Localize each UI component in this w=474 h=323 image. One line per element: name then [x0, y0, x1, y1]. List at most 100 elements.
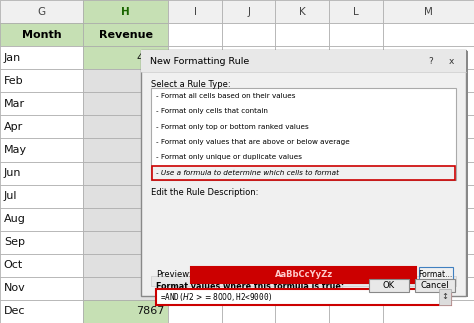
Bar — [141, 50, 466, 72]
Text: G: G — [37, 6, 46, 16]
Text: Oct: Oct — [4, 260, 23, 270]
Bar — [383, 184, 474, 208]
Text: Edit the Rule Description:: Edit the Rule Description: — [151, 188, 258, 197]
Bar — [383, 139, 474, 162]
Text: H: H — [121, 6, 130, 16]
Text: - Format all cells based on their values: - Format all cells based on their values — [156, 93, 296, 99]
Bar — [329, 231, 383, 254]
Bar — [0, 46, 83, 69]
Text: - Format only cells that contain: - Format only cells that contain — [156, 108, 268, 114]
Bar — [383, 162, 474, 184]
Bar — [0, 139, 83, 162]
Bar — [383, 231, 474, 254]
Bar — [329, 184, 383, 208]
Bar — [383, 208, 474, 231]
Bar — [383, 300, 474, 323]
Text: Format values where this formula is true:: Format values where this formula is true… — [156, 282, 345, 291]
Bar — [383, 69, 474, 92]
Bar — [143, 51, 468, 297]
Bar — [439, 289, 451, 305]
Bar — [275, 184, 329, 208]
Bar — [83, 184, 168, 208]
Bar — [222, 208, 275, 231]
Bar — [0, 254, 83, 277]
Bar — [168, 277, 222, 300]
Bar — [0, 208, 83, 231]
Text: May: May — [4, 145, 27, 155]
Bar — [168, 23, 222, 46]
Text: Jul: Jul — [4, 191, 17, 201]
Bar — [83, 115, 168, 139]
Text: Sep: Sep — [4, 237, 25, 247]
Text: - Format only values that are above or below average: - Format only values that are above or b… — [156, 139, 350, 145]
Text: - Format only unique or duplicate values: - Format only unique or duplicate values — [156, 154, 302, 160]
Text: Aug: Aug — [4, 214, 26, 224]
Bar — [275, 92, 329, 115]
Bar — [329, 23, 383, 46]
Bar — [329, 300, 383, 323]
Bar — [275, 139, 329, 162]
Bar — [168, 231, 222, 254]
Bar — [191, 267, 416, 283]
Bar — [83, 208, 168, 231]
Bar — [275, 69, 329, 92]
Bar — [83, 0, 168, 23]
Bar — [141, 50, 466, 296]
Bar — [83, 231, 168, 254]
Bar — [329, 277, 383, 300]
Bar — [168, 162, 222, 184]
Bar — [83, 300, 168, 323]
Bar — [83, 162, 168, 184]
Bar — [419, 267, 453, 283]
Bar — [168, 208, 222, 231]
Bar — [383, 115, 474, 139]
Bar — [222, 277, 275, 300]
Bar — [275, 231, 329, 254]
Bar — [0, 231, 83, 254]
Bar — [168, 0, 222, 23]
Text: Apr: Apr — [4, 122, 23, 132]
Text: =AND($H2>=8000,$H2<9000): =AND($H2>=8000,$H2<9000) — [160, 291, 273, 303]
Bar — [168, 115, 222, 139]
Bar — [0, 184, 83, 208]
Text: New Formatting Rule: New Formatting Rule — [150, 57, 249, 66]
Bar — [222, 162, 275, 184]
Text: L: L — [353, 6, 359, 16]
Bar — [329, 0, 383, 23]
Bar — [222, 300, 275, 323]
Bar — [83, 46, 168, 69]
Bar — [168, 184, 222, 208]
Bar — [168, 139, 222, 162]
Bar — [383, 92, 474, 115]
Text: AaBbCcYyZz: AaBbCcYyZz — [274, 270, 333, 279]
Bar — [222, 0, 275, 23]
Bar — [222, 184, 275, 208]
Bar — [0, 92, 83, 115]
Bar — [152, 166, 455, 180]
Bar — [329, 162, 383, 184]
Bar — [222, 139, 275, 162]
Bar — [0, 300, 83, 323]
Bar — [222, 254, 275, 277]
Bar — [0, 23, 83, 46]
Text: K: K — [299, 6, 306, 16]
Bar — [383, 46, 474, 69]
Bar — [151, 276, 456, 286]
Text: Revenue: Revenue — [99, 30, 153, 40]
Bar — [168, 92, 222, 115]
Bar — [83, 139, 168, 162]
Text: 7867: 7867 — [136, 307, 164, 317]
Bar — [0, 277, 83, 300]
Text: Month: Month — [22, 30, 61, 40]
Bar — [369, 279, 409, 292]
Bar — [275, 254, 329, 277]
Bar — [156, 289, 451, 305]
Text: I: I — [193, 6, 197, 16]
Bar — [151, 88, 456, 180]
Bar — [383, 277, 474, 300]
Bar — [168, 254, 222, 277]
Bar — [383, 254, 474, 277]
Bar — [168, 46, 222, 69]
Bar — [222, 115, 275, 139]
Text: 4649: 4649 — [136, 53, 164, 63]
